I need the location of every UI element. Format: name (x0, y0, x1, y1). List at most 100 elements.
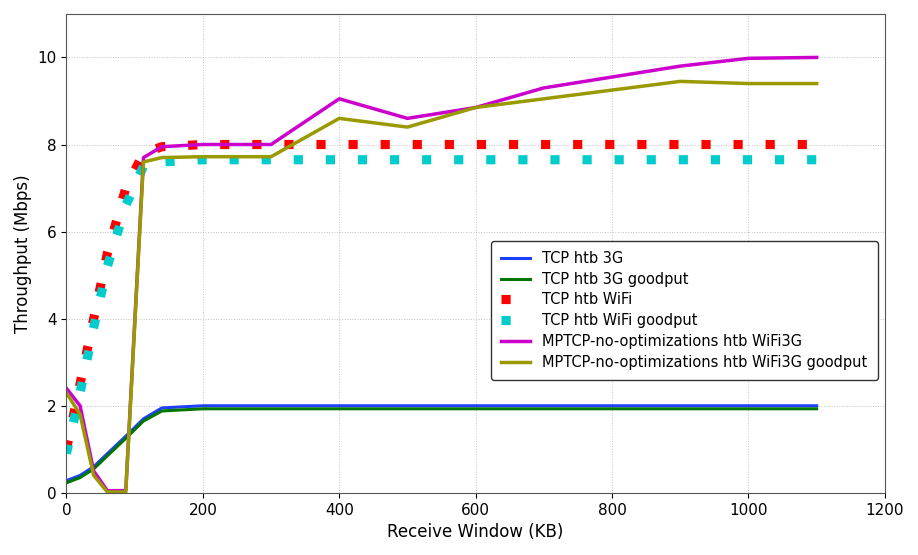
TCP htb WiFi (197, 141, 208, 148)
MPTCP-no-optimizations htb WiFi3G goodput (265, 153, 276, 160)
TCP htb 3G goodput (402, 406, 413, 412)
MPTCP-no-optimizations htb WiFi3G goodput (61, 390, 72, 396)
MPTCP-no-optimizations htb WiFi3G (675, 63, 686, 69)
MPTCP-no-optimizations htb WiFi3G (138, 154, 149, 161)
X-axis label: Receive Window (KB): Receive Window (KB) (387, 523, 564, 541)
TCP htb WiFi (120, 185, 131, 191)
TCP htb 3G goodput (538, 406, 549, 412)
MPTCP-no-optimizations htb WiFi3G (334, 95, 345, 102)
MPTCP-no-optimizations htb WiFi3G (402, 115, 413, 122)
MPTCP-no-optimizations htb WiFi3G goodput (607, 87, 618, 93)
TCP htb 3G (470, 402, 481, 409)
TCP htb 3G (607, 402, 618, 409)
TCP htb 3G goodput (74, 475, 85, 481)
TCP htb WiFi (607, 141, 618, 148)
TCP htb WiFi (470, 141, 481, 148)
TCP htb 3G goodput (138, 418, 149, 425)
MPTCP-no-optimizations htb WiFi3G goodput (120, 488, 131, 495)
MPTCP-no-optimizations htb WiFi3G goodput (334, 115, 345, 122)
Line: TCP htb 3G: TCP htb 3G (66, 406, 817, 481)
TCP htb WiFi goodput (402, 157, 413, 163)
MPTCP-no-optimizations htb WiFi3G (265, 141, 276, 148)
TCP htb WiFi goodput (743, 157, 754, 163)
TCP htb 3G (334, 402, 345, 409)
MPTCP-no-optimizations htb WiFi3G (102, 487, 113, 494)
MPTCP-no-optimizations htb WiFi3G (743, 55, 754, 62)
Legend: TCP htb 3G, TCP htb 3G goodput, TCP htb WiFi, TCP htb WiFi goodput, MPTCP-no-opt: TCP htb 3G, TCP htb 3G goodput, TCP htb … (491, 240, 878, 380)
TCP htb WiFi goodput (538, 157, 549, 163)
TCP htb 3G (675, 402, 686, 409)
TCP htb 3G goodput (334, 406, 345, 412)
TCP htb WiFi goodput (675, 157, 686, 163)
MPTCP-no-optimizations htb WiFi3G goodput (812, 80, 823, 87)
TCP htb WiFi (156, 143, 167, 150)
TCP htb WiFi (138, 150, 149, 157)
TCP htb 3G (61, 477, 72, 484)
TCP htb WiFi goodput (470, 157, 481, 163)
TCP htb WiFi goodput (197, 157, 208, 163)
TCP htb WiFi (61, 446, 72, 453)
Line: TCP htb WiFi: TCP htb WiFi (66, 144, 817, 450)
TCP htb WiFi (74, 381, 85, 387)
TCP htb 3G goodput (812, 406, 823, 412)
TCP htb 3G goodput (102, 452, 113, 459)
TCP htb 3G goodput (197, 406, 208, 412)
TCP htb 3G goodput (607, 406, 618, 412)
TCP htb 3G goodput (88, 466, 99, 472)
Line: TCP htb 3G goodput: TCP htb 3G goodput (66, 409, 817, 483)
TCP htb WiFi (265, 141, 276, 148)
Line: MPTCP-no-optimizations htb WiFi3G goodput: MPTCP-no-optimizations htb WiFi3G goodpu… (66, 82, 817, 492)
TCP htb WiFi (812, 141, 823, 148)
TCP htb WiFi (402, 141, 413, 148)
MPTCP-no-optimizations htb WiFi3G (88, 468, 99, 475)
TCP htb 3G (120, 433, 131, 440)
TCP htb WiFi goodput (120, 202, 131, 209)
TCP htb 3G goodput (265, 406, 276, 412)
TCP htb 3G (743, 402, 754, 409)
MPTCP-no-optimizations htb WiFi3G (607, 74, 618, 80)
MPTCP-no-optimizations htb WiFi3G goodput (470, 104, 481, 111)
MPTCP-no-optimizations htb WiFi3G goodput (88, 472, 99, 479)
TCP htb WiFi goodput (61, 450, 72, 457)
TCP htb WiFi goodput (156, 159, 167, 165)
MPTCP-no-optimizations htb WiFi3G (120, 487, 131, 494)
TCP htb WiFi (538, 141, 549, 148)
MPTCP-no-optimizations htb WiFi3G goodput (156, 154, 167, 161)
TCP htb 3G goodput (743, 406, 754, 412)
MPTCP-no-optimizations htb WiFi3G goodput (538, 95, 549, 102)
MPTCP-no-optimizations htb WiFi3G (812, 54, 823, 60)
TCP htb 3G goodput (470, 406, 481, 412)
MPTCP-no-optimizations htb WiFi3G (470, 104, 481, 111)
TCP htb WiFi (102, 250, 113, 257)
MPTCP-no-optimizations htb WiFi3G (74, 402, 85, 409)
TCP htb WiFi (334, 141, 345, 148)
TCP htb WiFi goodput (334, 157, 345, 163)
TCP htb WiFi goodput (138, 163, 149, 170)
MPTCP-no-optimizations htb WiFi3G goodput (138, 159, 149, 165)
TCP htb WiFi goodput (607, 157, 618, 163)
TCP htb 3G goodput (156, 407, 167, 414)
TCP htb WiFi goodput (88, 324, 99, 331)
MPTCP-no-optimizations htb WiFi3G (197, 141, 208, 148)
TCP htb WiFi (675, 141, 686, 148)
MPTCP-no-optimizations htb WiFi3G goodput (402, 124, 413, 130)
MPTCP-no-optimizations htb WiFi3G goodput (675, 78, 686, 85)
TCP htb 3G (265, 402, 276, 409)
TCP htb 3G goodput (675, 406, 686, 412)
MPTCP-no-optimizations htb WiFi3G (538, 84, 549, 91)
TCP htb 3G goodput (61, 480, 72, 486)
TCP htb 3G (88, 463, 99, 470)
MPTCP-no-optimizations htb WiFi3G goodput (102, 488, 113, 495)
TCP htb WiFi (743, 141, 754, 148)
TCP htb 3G (74, 472, 85, 479)
Line: TCP htb WiFi goodput: TCP htb WiFi goodput (66, 160, 817, 453)
TCP htb 3G (138, 416, 149, 422)
MPTCP-no-optimizations htb WiFi3G goodput (74, 411, 85, 418)
TCP htb 3G (402, 402, 413, 409)
MPTCP-no-optimizations htb WiFi3G goodput (197, 153, 208, 160)
TCP htb 3G goodput (120, 435, 131, 442)
TCP htb WiFi goodput (102, 263, 113, 270)
TCP htb 3G (102, 450, 113, 457)
TCP htb WiFi (88, 315, 99, 322)
MPTCP-no-optimizations htb WiFi3G (61, 385, 72, 392)
